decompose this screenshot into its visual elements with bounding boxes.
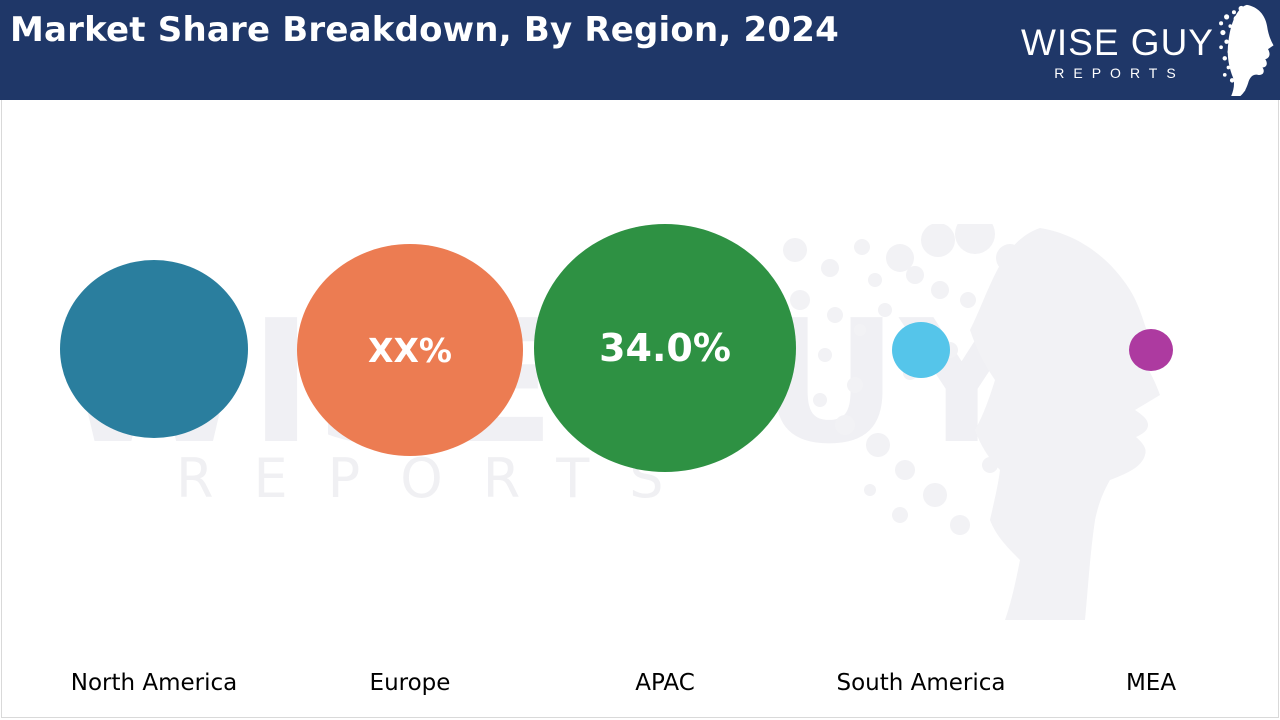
brand-logo: WISE GUY REPORTS: [1021, 24, 1214, 81]
brand-logo-name: WISE GUY: [1020, 22, 1214, 63]
brand-head-icon: [1219, 4, 1274, 96]
page-title: Market Share Breakdown, By Region, 2024: [10, 10, 839, 50]
header-bar: Market Share Breakdown, By Region, 2024 …: [0, 0, 1280, 100]
brand-logo-subtitle: REPORTS: [1054, 65, 1185, 81]
chart-area: [1, 100, 1279, 718]
